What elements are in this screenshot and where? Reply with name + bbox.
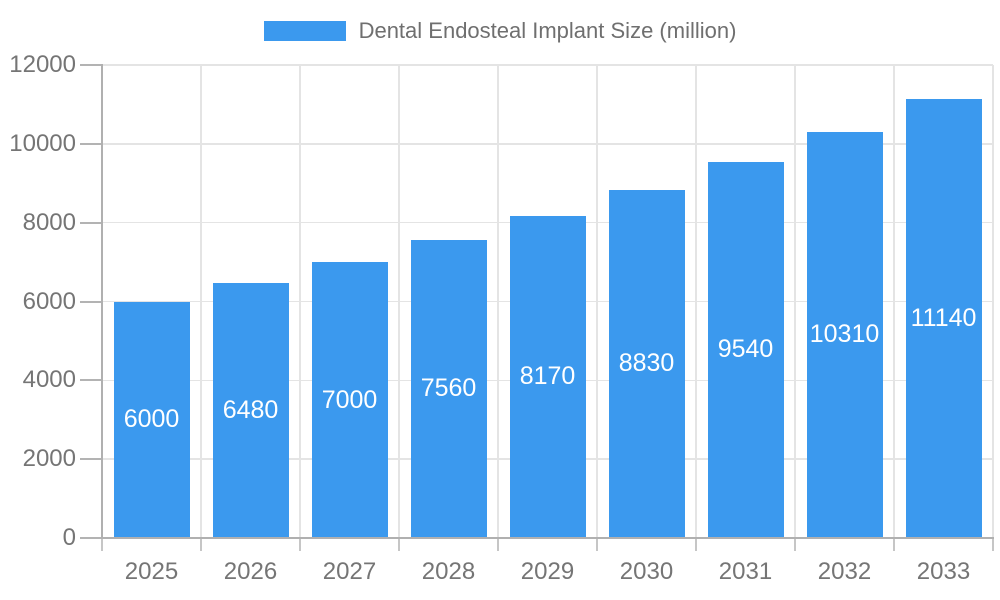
x-gridline [794,65,796,538]
x-tick [794,539,796,551]
y-gridline [102,64,993,66]
y-tick-label: 6000 [22,287,76,315]
y-tick [80,64,102,66]
x-gridline [299,65,301,538]
y-tick-label: 10000 [9,129,76,157]
x-gridline [398,65,400,538]
y-tick [80,300,102,303]
y-tick [80,458,102,461]
y-gridline [102,143,993,145]
bar-2025[interactable]: 6000 [113,301,190,538]
y-tick-label: 2000 [22,445,76,473]
y-tick [80,221,102,224]
x-gridline [200,65,202,538]
x-tick-label: 2028 [421,558,476,585]
x-tick-label: 2026 [223,558,278,585]
bar-2027[interactable]: 7000 [311,262,388,538]
x-axis-line [101,537,994,539]
x-tick-label: 2031 [718,558,773,585]
bar-2033[interactable]: 11140 [905,98,982,538]
y-tick [80,537,102,539]
x-tick-label: 2029 [520,558,575,585]
bar-2026[interactable]: 6480 [212,282,289,538]
y-axis-line [101,64,103,539]
x-tick-label: 2030 [619,558,674,585]
bar-value-label: 6480 [222,395,279,424]
x-gridline [893,65,895,538]
x-tick [695,539,697,551]
x-tick [200,539,202,551]
bar-value-label: 8170 [519,362,576,391]
x-tick [596,539,598,551]
x-tick-label: 2033 [916,558,971,585]
x-tick [497,539,499,551]
y-tick-label: 8000 [22,208,76,236]
bar-value-label: 9540 [717,335,774,364]
legend-label: Dental Endosteal Implant Size (million) [358,18,737,43]
x-tick-label: 2027 [322,558,377,585]
bar-value-label: 11140 [910,303,977,332]
bar-2030[interactable]: 8830 [608,189,685,538]
x-tick [992,539,994,551]
x-gridline [695,65,697,538]
y-tick [80,379,102,382]
y-tick-label: 12000 [9,51,76,78]
y-tick-label: 0 [62,524,76,551]
bar-value-label: 6000 [123,405,180,434]
y-tick [80,142,102,145]
bar-2031[interactable]: 9540 [707,161,784,538]
bar-2032[interactable]: 10310 [806,131,883,538]
legend-swatch-icon [263,21,346,41]
x-gridline [497,65,499,538]
bar-value-label: 8830 [618,349,675,378]
bar-2028[interactable]: 7560 [410,240,487,538]
x-gridline [992,65,994,538]
x-tick-label: 2032 [817,558,872,585]
x-tick [101,539,103,551]
x-tick-label: 2025 [124,558,179,585]
x-tick [299,539,301,551]
bar-value-label: 10310 [809,320,880,349]
bar-value-label: 7560 [420,374,477,403]
y-tick-label: 4000 [22,366,76,394]
legend[interactable]: Dental Endosteal Implant Size (million) [0,13,1000,49]
bar-2029[interactable]: 8170 [509,215,586,538]
x-tick [893,539,895,551]
x-tick [398,539,400,551]
x-gridline [596,65,598,538]
bar-value-label: 7000 [321,385,378,414]
